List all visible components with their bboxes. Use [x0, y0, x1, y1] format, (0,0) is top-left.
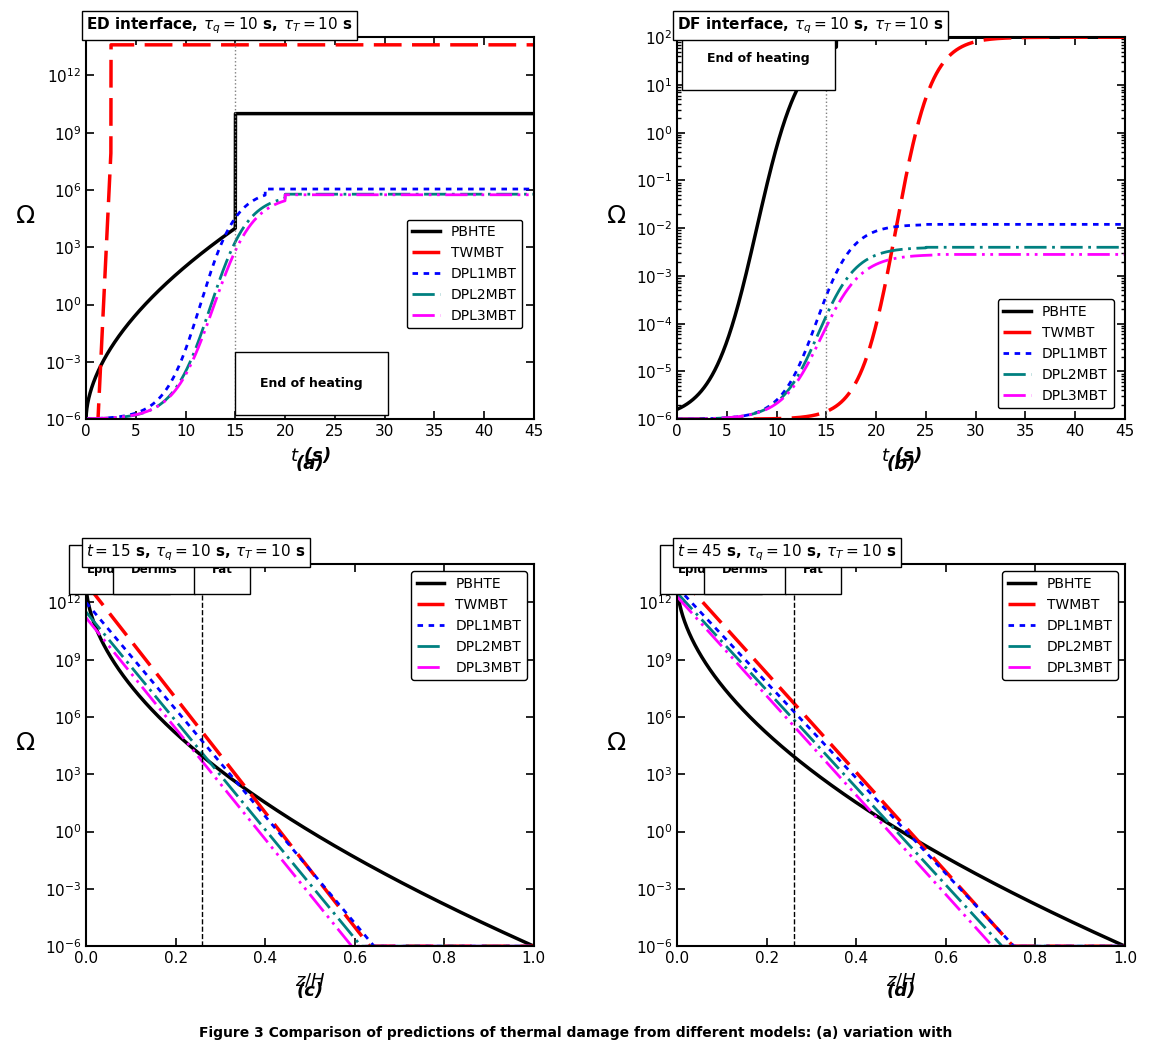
- X-axis label: $z/H$: $z/H$: [295, 972, 325, 990]
- Text: Epidermis: Epidermis: [679, 563, 744, 579]
- X-axis label: $t$ (s): $t$ (s): [289, 445, 331, 465]
- Text: (a): (a): [296, 455, 324, 473]
- Y-axis label: $\Omega$: $\Omega$: [606, 731, 627, 755]
- Legend: PBHTE, TWMBT, DPL1MBT, DPL2MBT, DPL3MBT: PBHTE, TWMBT, DPL1MBT, DPL2MBT, DPL3MBT: [1002, 571, 1117, 680]
- Text: (c): (c): [296, 981, 324, 1000]
- Y-axis label: $\Omega$: $\Omega$: [606, 205, 627, 229]
- Y-axis label: $\Omega$: $\Omega$: [15, 205, 36, 229]
- Legend: PBHTE, TWMBT, DPL1MBT, DPL2MBT, DPL3MBT: PBHTE, TWMBT, DPL1MBT, DPL2MBT, DPL3MBT: [998, 300, 1114, 408]
- Legend: PBHTE, TWMBT, DPL1MBT, DPL2MBT, DPL3MBT: PBHTE, TWMBT, DPL1MBT, DPL2MBT, DPL3MBT: [411, 571, 526, 680]
- Text: Epidermis: Epidermis: [86, 563, 153, 579]
- X-axis label: $t$ (s): $t$ (s): [880, 445, 922, 465]
- Text: Fat: Fat: [803, 563, 826, 578]
- Text: End of heating: End of heating: [707, 50, 824, 65]
- Y-axis label: $\Omega$: $\Omega$: [15, 731, 36, 755]
- Text: $t = 45$ s, $\tau_q = 10$ s, $\tau_T = 10$ s: $t = 45$ s, $\tau_q = 10$ s, $\tau_T = 1…: [677, 542, 896, 563]
- Text: Figure 3 Comparison of predictions of thermal damage from different models: (a) : Figure 3 Comparison of predictions of th…: [199, 1025, 953, 1040]
- Text: (b): (b): [886, 455, 916, 473]
- X-axis label: $z/H$: $z/H$: [886, 972, 916, 990]
- Legend: PBHTE, TWMBT, DPL1MBT, DPL2MBT, DPL3MBT: PBHTE, TWMBT, DPL1MBT, DPL2MBT, DPL3MBT: [407, 219, 522, 329]
- Text: $t = 15$ s, $\tau_q = 10$ s, $\tau_T = 10$ s: $t = 15$ s, $\tau_q = 10$ s, $\tau_T = 1…: [86, 542, 305, 563]
- Text: Dermis: Dermis: [722, 563, 768, 579]
- Text: Fat: Fat: [212, 563, 235, 578]
- Text: Dermis: Dermis: [131, 563, 177, 579]
- Text: (d): (d): [886, 981, 916, 1000]
- Text: ED interface, $\tau_q = 10$ s, $\tau_T = 10$ s: ED interface, $\tau_q = 10$ s, $\tau_T =…: [86, 15, 353, 35]
- Text: DF interface, $\tau_q = 10$ s, $\tau_T = 10$ s: DF interface, $\tau_q = 10$ s, $\tau_T =…: [677, 15, 943, 35]
- Text: End of heating: End of heating: [240, 377, 363, 401]
